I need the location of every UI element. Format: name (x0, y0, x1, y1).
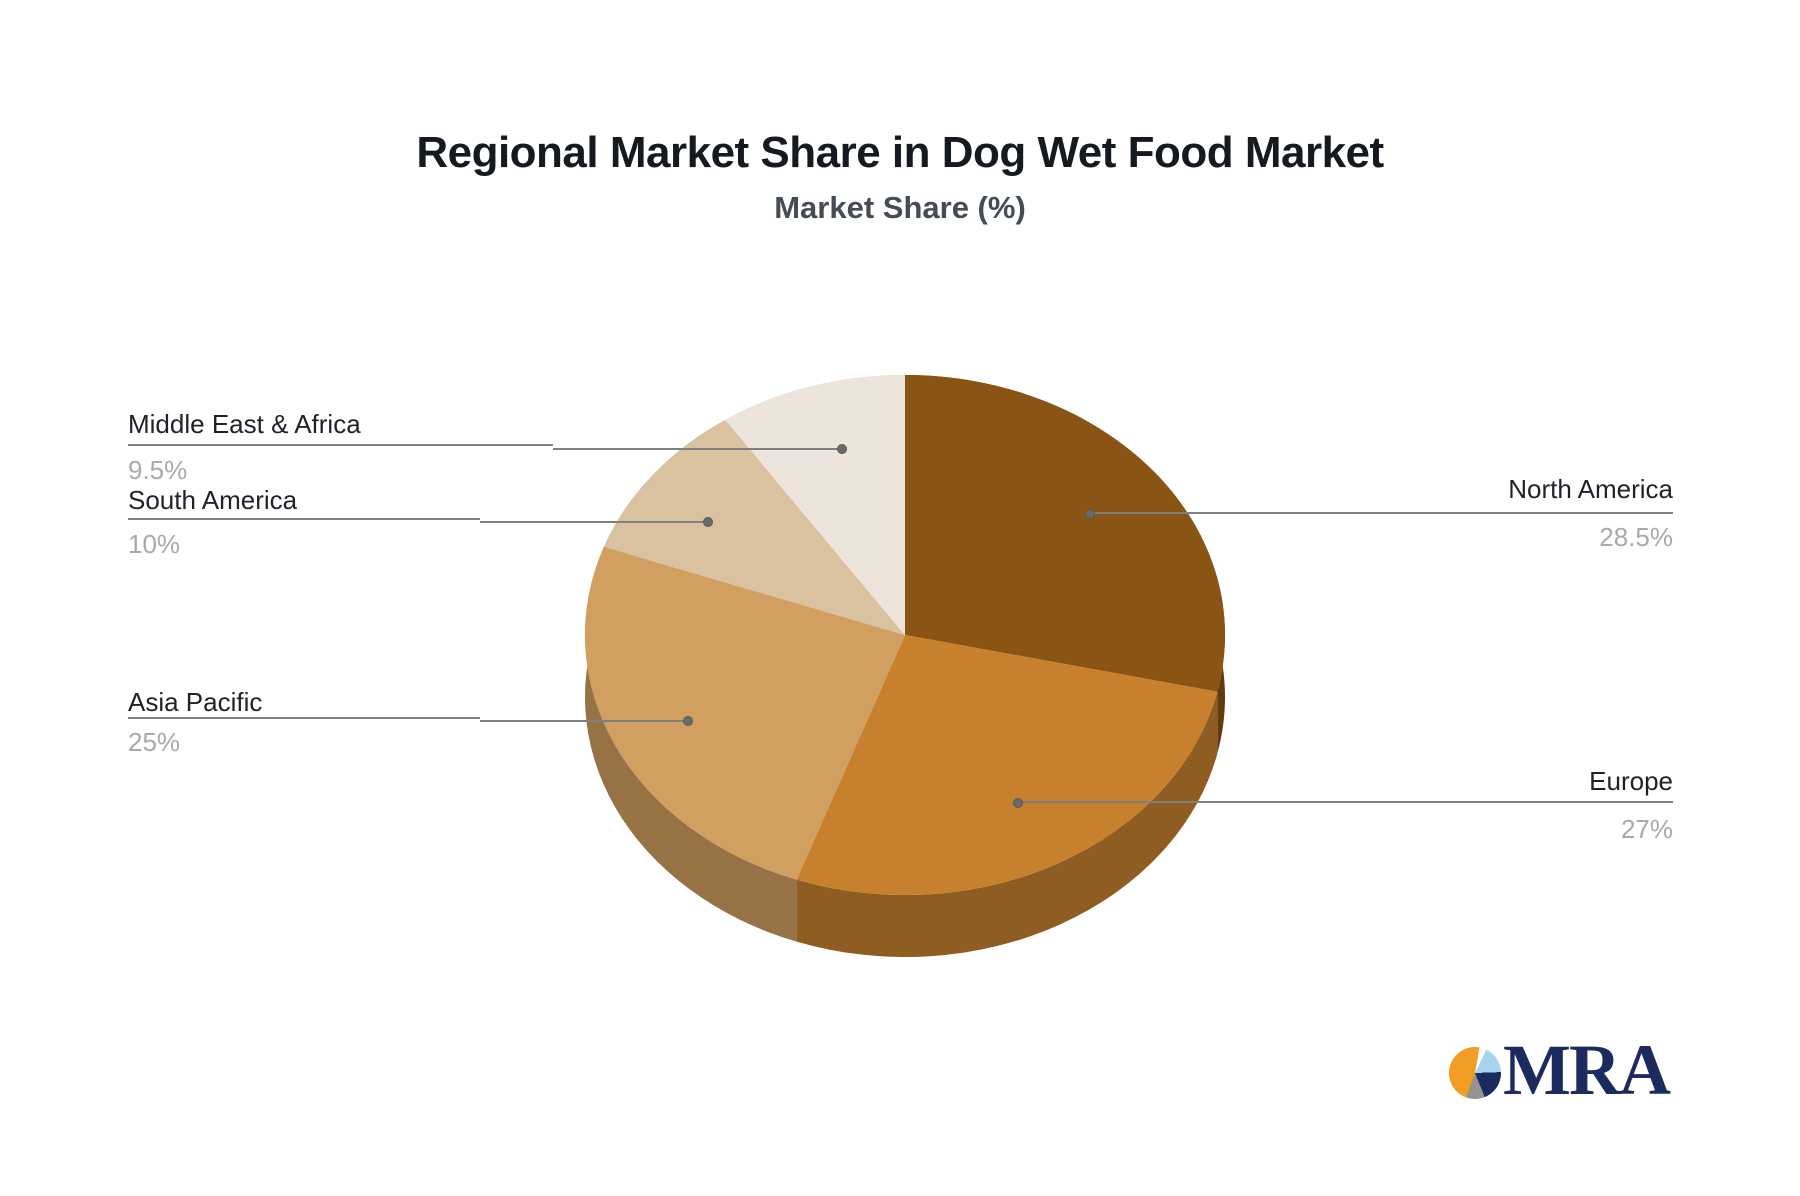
slice-value-middle-east-africa: 9.5% (128, 455, 188, 485)
pie-slice-asia-pacific[interactable] (585, 546, 905, 880)
pie-slice-side-europe (796, 691, 1218, 957)
logo-text: MRA (1503, 1030, 1671, 1110)
slice-label-europe: Europe (1589, 766, 1673, 796)
logo-pie-icon (1449, 1047, 1501, 1099)
leader-line-europe (1018, 801, 1673, 803)
slice-value-asia-pacific: 25% (128, 727, 181, 757)
leader-line-middle-east-africa (128, 444, 553, 446)
leader-dot-middle-east-africa (837, 444, 847, 454)
leader-line-middle-east-africa-2 (553, 448, 842, 450)
leader-dot-north-america (1085, 509, 1095, 519)
chart-title: Regional Market Share in Dog Wet Food Ma… (416, 128, 1384, 177)
leader-dot-asia-pacific (683, 716, 693, 726)
brand-logo: MRA (1449, 1030, 1671, 1110)
leader-line-asia-pacific (128, 717, 480, 719)
leader-dot-europe (1013, 798, 1023, 808)
chart-subtitle: Market Share (%) (774, 190, 1026, 225)
slice-label-middle-east-africa: Middle East & Africa (128, 409, 361, 439)
slice-value-north-america: 28.5% (1599, 522, 1673, 552)
leader-line-south-america (128, 518, 480, 520)
pie-slice-middle-east-africa[interactable] (725, 375, 905, 635)
leader-line-north-america (1090, 512, 1673, 514)
leader-line-asia-pacific-2 (480, 720, 688, 722)
pie-slice-side-asia-pacific (585, 546, 797, 942)
pie-slice-north-america[interactable] (905, 374, 1225, 692)
pie-slice-europe[interactable] (796, 635, 1218, 895)
slice-value-europe: 27% (1620, 814, 1673, 844)
slice-label-south-america: South America (128, 485, 298, 515)
slice-value-south-america: 10% (128, 529, 181, 559)
leader-line-south-america-2 (480, 521, 708, 523)
pie-slice-south-america[interactable] (603, 419, 905, 635)
leader-dot-south-america (703, 517, 713, 527)
slice-label-north-america: North America (1508, 474, 1673, 504)
slice-label-asia-pacific: Asia Pacific (128, 687, 263, 717)
